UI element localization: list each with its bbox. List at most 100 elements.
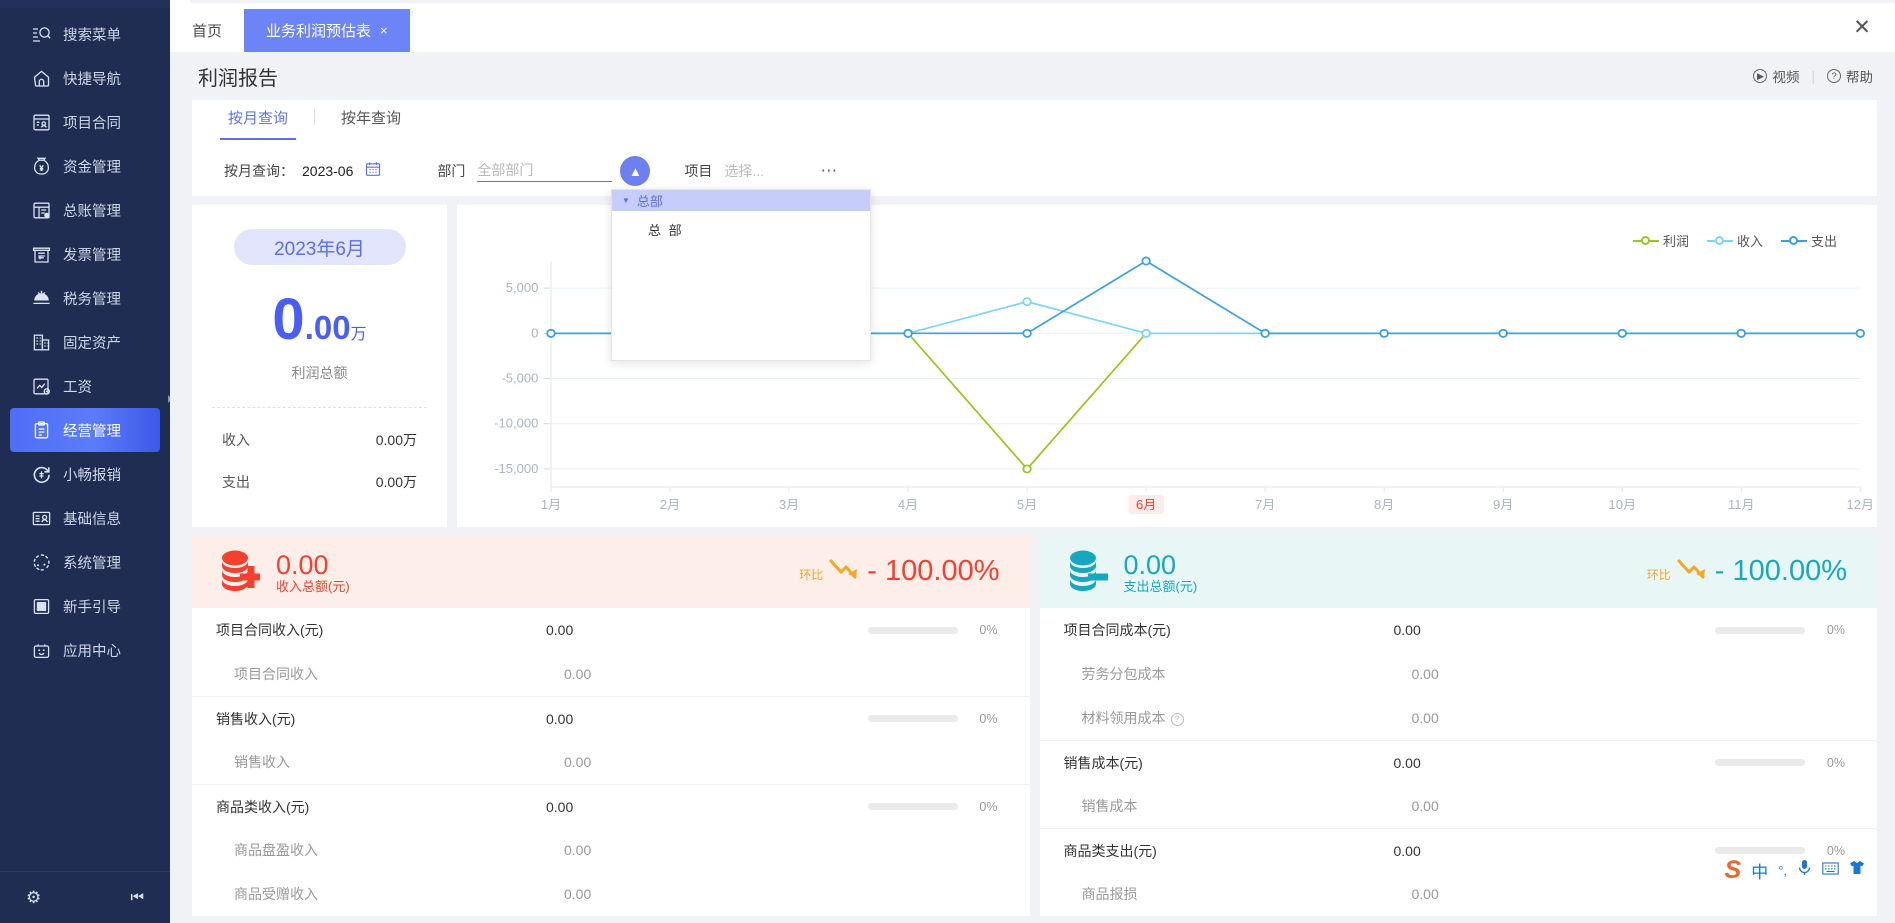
revenue-group-name: 商品类收入(元): [216, 798, 310, 815]
sidebar-item-13[interactable]: 系统管理: [10, 540, 160, 584]
sidebar-item-4[interactable]: 资金管理: [10, 144, 160, 188]
sidebar-item-1[interactable]: 搜索菜单: [10, 12, 160, 56]
tab-by-month[interactable]: 按月查询: [219, 107, 297, 140]
tab-home[interactable]: 首页: [170, 9, 244, 52]
revenue-head-right: 环比 - 100.00%: [799, 557, 999, 587]
collapse-icon[interactable]: ⏮: [130, 889, 144, 906]
sidebar-item-8[interactable]: 固定资产: [10, 320, 160, 364]
ledger-icon: [32, 201, 51, 220]
sidebar-item-label: 应用中心: [63, 643, 121, 660]
header-separator: |: [1811, 68, 1815, 84]
help-label: 帮助: [1846, 70, 1873, 85]
chevron-up-icon[interactable]: ▲: [620, 156, 651, 186]
ime-mode-toggle[interactable]: 中: [1751, 862, 1769, 882]
sidebar-item-10[interactable]: 经营管理: [10, 408, 160, 452]
expense-head-right: 环比 - 100.00%: [1647, 557, 1847, 587]
revenue-sub-name: 项目合同收入: [234, 666, 318, 682]
expense-group-name: 销售成本(元): [1063, 754, 1143, 771]
gear-icon[interactable]: ⚙: [26, 887, 42, 907]
sidebar-item-6[interactable]: 发票管理: [10, 232, 160, 276]
tab-by-year-label: 按年查询: [341, 109, 402, 127]
dropdown-node-child[interactable]: 总 部: [648, 223, 684, 238]
chevron-down-icon[interactable]: ▼: [622, 196, 630, 205]
month-filter-value[interactable]: 2023-06: [302, 163, 354, 179]
sidebar-item-5[interactable]: 总账管理: [10, 188, 160, 232]
microphone-icon[interactable]: [1797, 859, 1812, 881]
project-label: 项目: [684, 163, 713, 179]
revenue-group-percent: 0%: [979, 623, 998, 637]
sidebar-item-14[interactable]: 新 新手引导: [10, 584, 160, 628]
svg-text:-10,000: -10,000: [494, 416, 538, 431]
expense-sub-name: 劳务分包成本: [1081, 666, 1166, 682]
sidebar-item-label: 项目合同: [63, 115, 121, 132]
expense-sub-name: 销售成本: [1081, 798, 1138, 814]
department-input[interactable]: [477, 160, 613, 182]
sidebar-item-label: 经营管理: [63, 423, 121, 440]
tab-bar: 首页 业务利润预估表 × ✕: [170, 0, 1895, 52]
sidebar-item-11[interactable]: 小畅报销: [10, 452, 160, 496]
skin-icon[interactable]: [1849, 860, 1865, 880]
search-menu-icon: [32, 25, 51, 44]
sidebar-top-strip: [0, 0, 170, 8]
tax-icon: [32, 289, 51, 308]
help-button[interactable]: ? 帮助: [1827, 66, 1873, 86]
sidebar-item-15[interactable]: 应用中心: [10, 628, 160, 672]
sub-tabs: 按月查询 按年查询: [192, 100, 1877, 146]
ime-punctuation-toggle[interactable]: °,: [1778, 862, 1787, 878]
sidebar-item-9[interactable]: 工资: [10, 364, 160, 408]
tab-by-year[interactable]: 按年查询: [337, 107, 405, 140]
expense-group-bar: [1715, 626, 1805, 634]
expense-amount-block: 0.00 支出总额(元): [1124, 550, 1198, 595]
close-icon[interactable]: ×: [380, 23, 388, 38]
invoice-icon: [32, 245, 51, 264]
coin-minus-icon: [1069, 550, 1108, 591]
revenue-group-row: 销售收入(元) 0.00 0%: [192, 696, 1030, 740]
profit-total-label: 利润总额: [291, 365, 348, 381]
summary-expense-label: 支出: [222, 474, 250, 490]
tab-profit-forecast[interactable]: 业务利润预估表 ×: [244, 9, 410, 52]
legend-item-2[interactable]: 收入: [1706, 231, 1763, 250]
ellipsis-icon[interactable]: ⋯: [820, 161, 839, 180]
expense-sub-value: 0.00: [1411, 886, 1439, 902]
svg-text:11月: 11月: [1728, 497, 1755, 512]
ime-toolbar: S 中 °,: [1717, 853, 1874, 887]
revenue-group-value: 0.00: [546, 710, 574, 727]
revenue-card: 0.00 收入总额(元) 环比 - 100.00%: [192, 536, 1030, 916]
window-close-icon[interactable]: ✕: [1853, 15, 1871, 39]
revenue-group-value: 0.00: [546, 622, 574, 638]
reimburse-icon: [32, 465, 51, 484]
revenue-compare-label: 环比: [799, 568, 824, 582]
sidebar-item-12[interactable]: 基础信息: [10, 496, 160, 540]
revenue-group-bar: [867, 626, 958, 634]
revenue-sub-row: 商品受赠收入 0.00: [192, 872, 1030, 916]
expense-sub-value: 0.00: [1411, 798, 1439, 814]
revenue-sub-value: 0.00: [564, 842, 592, 858]
filter-bar: 按月查询： 2023-06 部门 ▲: [192, 146, 1877, 361]
revenue-sub-value: 0.00: [564, 666, 592, 682]
revenue-sub-row: 项目合同收入 0.00: [192, 652, 1030, 696]
project-select[interactable]: 选择...: [724, 163, 765, 179]
legend-item-1[interactable]: 利润: [1632, 231, 1689, 250]
revenue-card-header: 0.00 收入总额(元) 环比 - 100.00%: [192, 536, 1030, 608]
sidebar-item-2[interactable]: 快捷导航: [10, 56, 160, 100]
help-icon[interactable]: ?: [1170, 712, 1184, 726]
dropdown-node-root[interactable]: ▼ 总部: [612, 190, 870, 211]
svg-text:2月: 2月: [660, 497, 680, 512]
sidebar-item-7[interactable]: 税务管理: [10, 276, 160, 320]
sogou-logo-icon[interactable]: S: [1724, 855, 1742, 884]
project-filter: 项目 选择... ⋯: [684, 161, 838, 181]
summary-row-expense: 支出 0.00万: [192, 472, 447, 492]
sidebar-item-label: 搜索菜单: [63, 27, 121, 44]
clipboard-icon: [32, 420, 51, 440]
revenue-amount: 0.00: [276, 549, 329, 580]
sidebar-item-3[interactable]: 项目合同: [10, 100, 160, 144]
sidebar-item-label: 工资: [63, 379, 92, 396]
sidebar-item-label: 固定资产: [63, 335, 121, 352]
legend-item-3[interactable]: 支出: [1780, 231, 1837, 250]
keyboard-icon[interactable]: [1822, 860, 1839, 880]
calendar-icon[interactable]: [365, 161, 381, 182]
app-center-icon: [32, 641, 51, 660]
video-button[interactable]: ▶ 视频: [1753, 66, 1799, 86]
expense-group-percent: 0%: [1826, 623, 1845, 637]
